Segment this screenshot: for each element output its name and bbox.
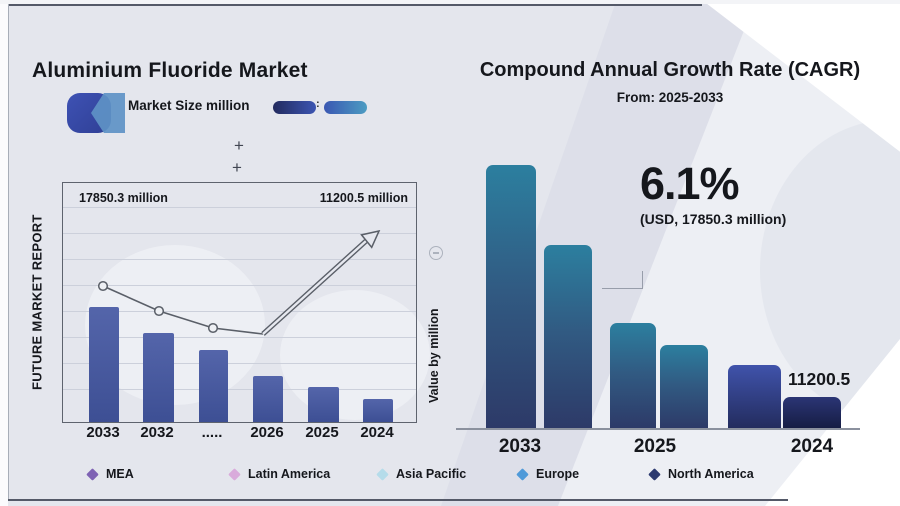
x-label: 2024 bbox=[360, 424, 394, 441]
x-label: 2026 bbox=[250, 424, 284, 441]
gridline bbox=[63, 285, 416, 286]
bar-2026 bbox=[253, 376, 283, 422]
cagr-bar-2033-a bbox=[486, 165, 536, 428]
legend-label: Asia Pacific bbox=[396, 467, 467, 481]
legend-label: North America bbox=[668, 467, 754, 481]
value-axis-label: Value by million bbox=[427, 308, 441, 404]
cagr-bar-2024-a bbox=[728, 365, 781, 428]
diamond-marker-icon bbox=[516, 467, 529, 481]
gridline bbox=[63, 259, 416, 260]
x-label: ..... bbox=[201, 424, 223, 441]
gridline bbox=[63, 207, 416, 208]
x-label: 2032 bbox=[140, 424, 174, 441]
gridline bbox=[63, 337, 416, 338]
watermark-vertical-text: FUTURE MARKET REPORT bbox=[29, 214, 45, 390]
gridline bbox=[63, 389, 416, 390]
cagr-bar-2024-b bbox=[783, 397, 841, 428]
frame-top-line bbox=[8, 4, 702, 6]
cagr-bar-2025-b bbox=[660, 345, 708, 428]
diamond-marker-icon bbox=[648, 467, 661, 481]
legend-item-asia-pacific: Asia Pacific bbox=[376, 466, 467, 482]
market-size-chart: 17850.3 million 11200.5 million bbox=[62, 182, 417, 423]
bar-2033 bbox=[89, 307, 119, 422]
diamond-marker-icon bbox=[86, 467, 99, 481]
legend-label: Latin America bbox=[248, 467, 331, 481]
cagr-bar-value-label: 11200.5 bbox=[788, 369, 851, 389]
cagr-bar-2033-b bbox=[544, 245, 592, 428]
bar-2025 bbox=[308, 387, 339, 422]
chart-annotation-right: 11200.5 million bbox=[319, 191, 408, 205]
legend-item-mea: MEA bbox=[86, 466, 134, 482]
x-label: 2033 bbox=[86, 424, 120, 441]
frame-bottom-line bbox=[8, 499, 788, 501]
plus-mark-icon: + bbox=[232, 158, 242, 177]
circled-minus-icon bbox=[429, 246, 443, 260]
ratio-pill-dark bbox=[273, 101, 316, 114]
chart-annotation-left: 17850.3 million bbox=[79, 191, 168, 205]
cagr-value: 6.1% bbox=[640, 158, 740, 209]
frame-top-strip bbox=[0, 0, 900, 4]
right-panel-title: Compound Annual Growth Rate (CAGR) bbox=[479, 59, 861, 81]
market-size-x-axis: 2033 2032 ..... 2026 2025 2024 bbox=[62, 424, 415, 444]
market-size-label: Market Size million bbox=[128, 98, 250, 113]
step-line-decoration bbox=[602, 271, 643, 289]
bar-mid-years bbox=[199, 350, 228, 422]
legend-label: Europe bbox=[536, 467, 580, 481]
cagr-bar-2025-a bbox=[610, 323, 656, 428]
cagr-axis-line bbox=[456, 428, 860, 430]
x-label: 2033 bbox=[498, 436, 542, 457]
bar-2032 bbox=[143, 333, 174, 422]
trend-line-with-arrow bbox=[97, 229, 381, 336]
legend-item-europe: Europe bbox=[516, 466, 580, 482]
market-size-logo-icon bbox=[67, 93, 125, 133]
x-label: 2025 bbox=[633, 436, 677, 457]
right-panel-subtitle: From: 2025-2033 bbox=[616, 90, 724, 105]
gridline bbox=[63, 311, 416, 312]
ratio-pill-light bbox=[324, 101, 367, 114]
left-panel-title: Aluminium Fluoride Market bbox=[32, 59, 308, 82]
x-label: 2024 bbox=[790, 436, 834, 457]
legend-item-north-america: North America bbox=[648, 466, 754, 482]
diamond-marker-icon bbox=[228, 467, 241, 481]
gridline bbox=[63, 363, 416, 364]
legend-label: MEA bbox=[106, 467, 134, 481]
frame-left-strip bbox=[0, 0, 8, 506]
legend-item-latin-america: Latin America bbox=[228, 466, 331, 482]
plus-mark-icon: + bbox=[234, 136, 244, 155]
gridline bbox=[63, 233, 416, 234]
cagr-detail: (USD, 17850.3 million) bbox=[640, 211, 787, 227]
frame-left-line bbox=[8, 4, 9, 500]
x-label: 2025 bbox=[305, 424, 339, 441]
ratio-separator: : bbox=[316, 98, 320, 110]
diamond-marker-icon bbox=[376, 467, 389, 481]
bar-2024 bbox=[363, 399, 393, 422]
